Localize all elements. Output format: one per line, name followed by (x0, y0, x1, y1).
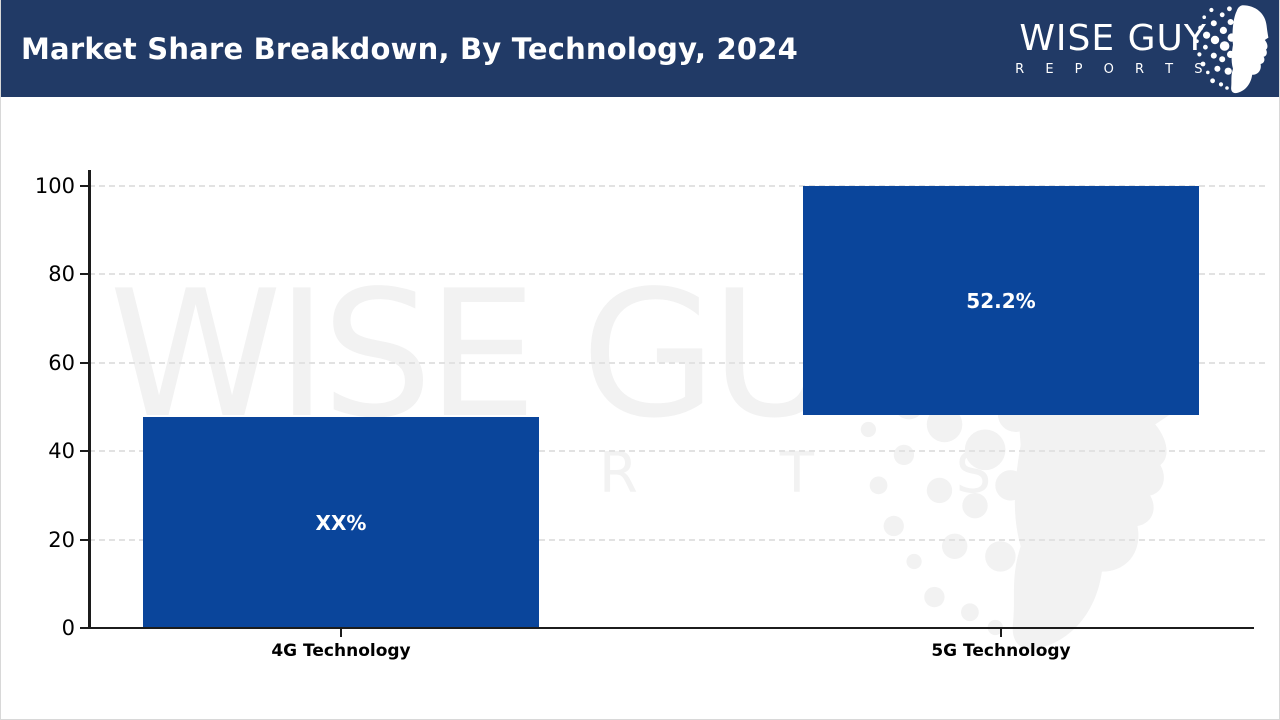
x-tick-5g (1000, 629, 1002, 637)
y-tick-60 (80, 362, 88, 364)
gridline-20 (89, 539, 1265, 541)
y-tick-80 (80, 273, 88, 275)
wise-guy-logo: WISE GUY R E P O R T S (1015, 4, 1269, 94)
y-axis-line (88, 170, 91, 629)
watermark-reports-text: R T S (599, 441, 1054, 506)
logo-brand-subtitle: R E P O R T S (1015, 61, 1211, 77)
y-tick-label-80: 80 (48, 262, 75, 286)
y-tick-label-40: 40 (48, 439, 75, 463)
y-tick-40 (80, 450, 88, 452)
y-tick-label-0: 0 (61, 616, 75, 640)
wise-guy-face-icon (1191, 4, 1269, 94)
bar-value-label-5g: 52.2% (966, 288, 1036, 313)
header: Market Share Breakdown, By Technology, 2… (1, 0, 1279, 97)
y-tick-100 (80, 185, 88, 187)
x-category-label-5g: 5G Technology (931, 641, 1071, 661)
logo-brand-name: WISE GUY (1019, 17, 1207, 59)
y-tick-20 (80, 539, 88, 541)
x-category-label-4g: 4G Technology (271, 641, 411, 661)
y-tick-0 (80, 627, 88, 629)
bar-value-label-4g: XX% (315, 510, 367, 535)
bar-5g-technology: 52.2% (803, 186, 1199, 415)
gridline-60 (89, 362, 1265, 364)
gridline-100 (89, 185, 1265, 187)
y-tick-label-20: 20 (48, 528, 75, 552)
bar-4g-technology: XX% (143, 417, 539, 628)
x-tick-4g (340, 629, 342, 637)
wise-guy-logo-text: WISE GUY R E P O R T S (1015, 17, 1211, 77)
y-tick-label-100: 100 (34, 174, 75, 198)
page-title: Market Share Breakdown, By Technology, 2… (21, 31, 799, 66)
y-tick-label-60: 60 (48, 351, 75, 375)
x-axis-line (88, 626, 1254, 629)
gridline-80 (89, 273, 1265, 275)
gridline-40 (89, 450, 1265, 452)
